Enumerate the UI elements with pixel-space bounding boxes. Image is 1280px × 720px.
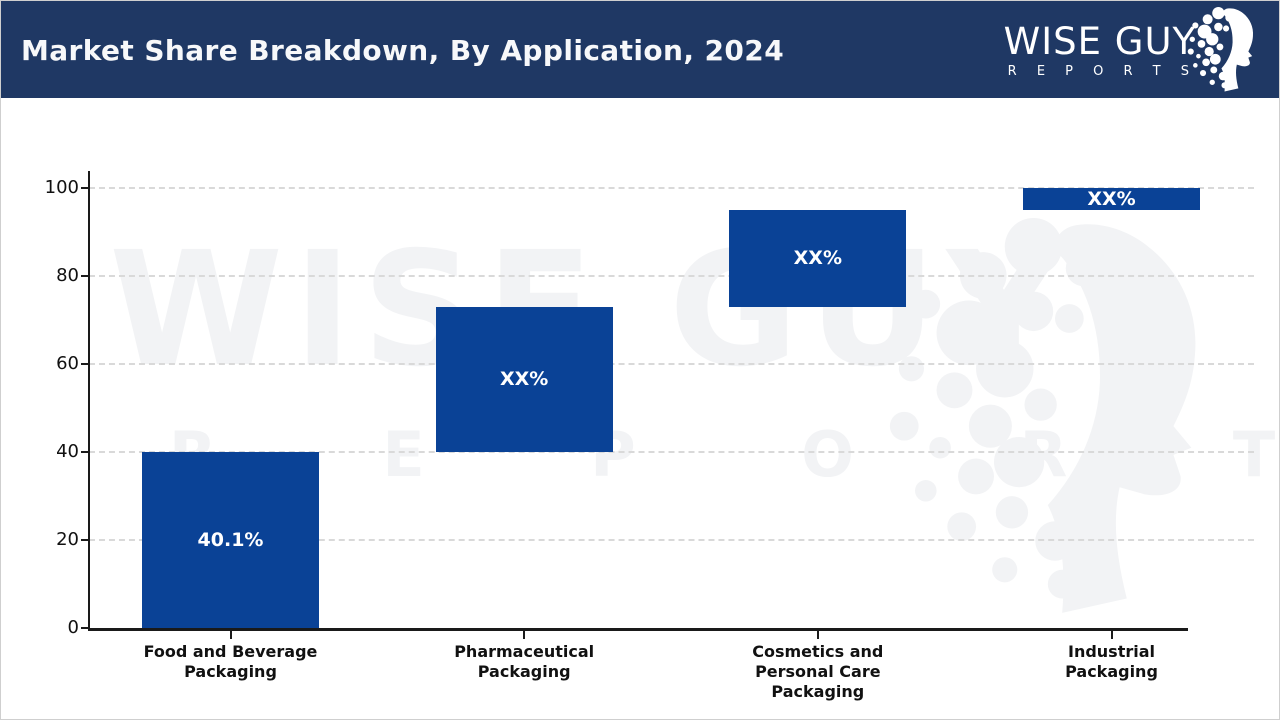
logo-wordmark: WISE GUY: [1003, 19, 1197, 63]
header-bar: Market Share Breakdown, By Application, …: [1, 1, 1279, 98]
y-tick-label: 40: [56, 441, 79, 462]
bar-value-label: XX%: [793, 247, 842, 270]
category-label: Pharmaceutical Packaging: [454, 642, 595, 681]
bar-value-label: XX%: [1087, 188, 1136, 210]
page-title: Market Share Breakdown, By Application, …: [21, 34, 785, 67]
y-tick-mark: [81, 451, 89, 453]
y-tick-mark: [81, 363, 89, 365]
bar: XX%: [1023, 188, 1200, 210]
bar: XX%: [729, 210, 907, 307]
x-axis-line: [88, 628, 1188, 631]
x-tick-mark: [229, 630, 232, 639]
x-tick-mark: [1110, 630, 1113, 639]
category-label: Cosmetics and Personal Care Packaging: [752, 642, 884, 701]
gridline: [89, 363, 1254, 365]
bar: XX%: [435, 306, 613, 452]
x-tick-mark: [816, 630, 819, 639]
y-tick-mark: [81, 539, 89, 541]
category-label: Industrial Packaging: [1065, 642, 1158, 681]
x-tick-mark: [523, 630, 526, 639]
gridline: [89, 539, 1254, 541]
y-tick-label: 100: [44, 177, 79, 198]
y-axis-line: [88, 171, 90, 631]
wiseguy-logo: WISE GUY R E P O R T S: [1004, 7, 1265, 93]
y-tick-mark: [81, 627, 89, 629]
bar-value-label: 40.1%: [197, 528, 264, 551]
logo-text: WISE GUY R E P O R T S: [1003, 19, 1197, 79]
y-tick-mark: [81, 275, 89, 277]
logo-subtext: R E P O R T S: [1007, 63, 1197, 79]
y-tick-label: 20: [56, 529, 79, 550]
category-label: Food and Beverage Packaging: [143, 642, 318, 681]
y-tick-label: 80: [56, 265, 79, 286]
bar-value-label: XX%: [499, 368, 549, 391]
gridline: [89, 187, 1254, 189]
bar: 40.1%: [142, 451, 319, 628]
y-tick-label: 0: [67, 617, 79, 638]
gridline: [89, 275, 1254, 277]
gridline: [89, 451, 1254, 453]
y-tick-label: 60: [56, 353, 79, 374]
y-tick-mark: [81, 187, 89, 189]
